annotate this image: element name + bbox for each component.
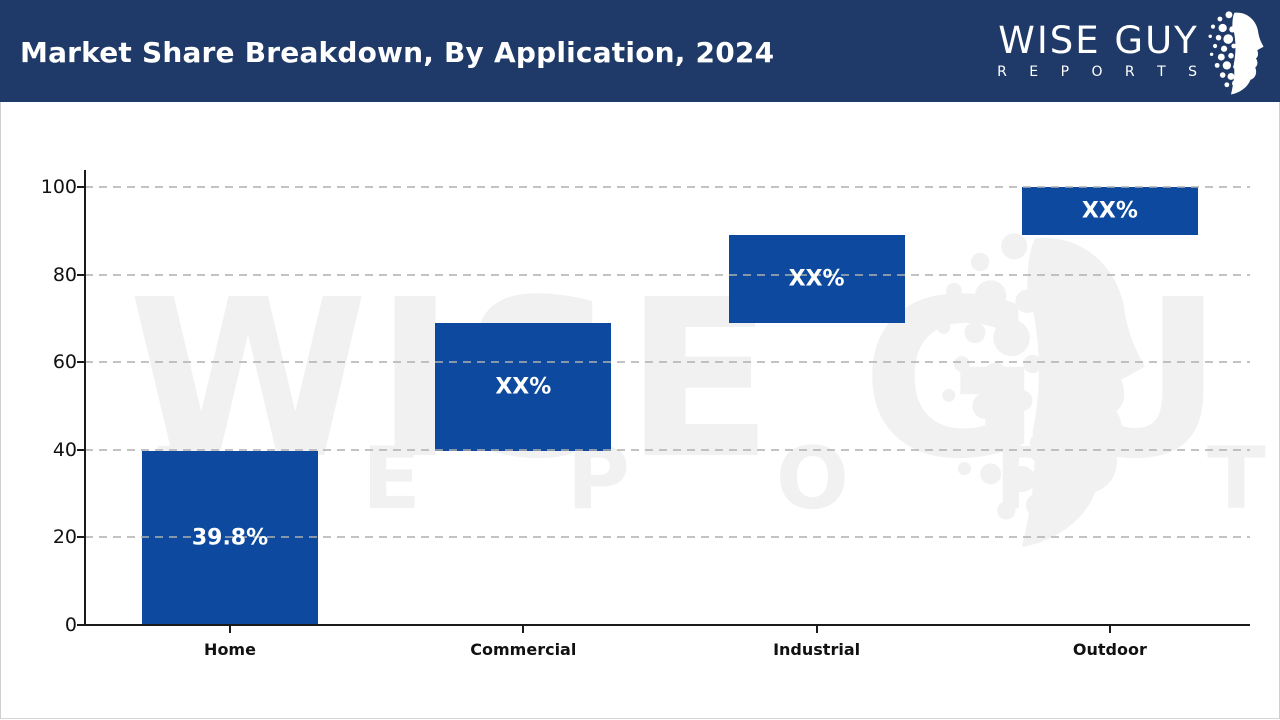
x-axis-category-label-commercial: Commercial <box>470 640 577 659</box>
gridline-40 <box>85 448 1250 451</box>
y-axis-tick-mark-60 <box>77 361 85 364</box>
x-axis-tick-mark-industrial <box>815 625 818 633</box>
y-axis-tick-label-80: 80 <box>52 263 77 286</box>
header-bar: Market Share Breakdown, By Application, … <box>0 0 1280 102</box>
y-axis-tick-mark-100 <box>77 186 85 188</box>
gridline-60 <box>85 361 1250 364</box>
gridline-80 <box>85 273 1250 276</box>
x-axis-category-label-industrial: Industrial <box>773 640 861 659</box>
x-axis-tick-mark-home <box>229 625 231 633</box>
y-axis-tick-mark-40 <box>77 448 85 451</box>
gridline-100 <box>85 186 1250 188</box>
bar-value-label-home: 39.8% <box>191 525 269 551</box>
wise-guy-reports-logo: WISE GUY R E P O R T S <box>991 4 1272 100</box>
bar-industrial <box>728 235 905 323</box>
page-title: Market Share Breakdown, By Application, … <box>20 36 775 69</box>
y-axis-tick-mark-80 <box>77 273 85 276</box>
gridline-20 <box>85 536 1250 539</box>
y-axis-line <box>84 170 86 626</box>
logo-head-icon <box>1208 11 1264 95</box>
x-axis-tick-mark-commercial <box>522 625 525 633</box>
y-axis-tick-label-100: 100 <box>40 176 77 198</box>
logo-subtitle: R E P O R T S <box>997 64 1206 80</box>
bar-outdoor <box>1021 187 1198 236</box>
y-axis-tick-mark-0 <box>77 624 85 626</box>
bar-value-label-commercial: XX% <box>495 374 552 400</box>
y-axis-tick-label-20: 20 <box>52 526 77 549</box>
y-axis-tick-label-60: 60 <box>52 351 77 374</box>
x-axis-tick-mark-outdoor <box>1108 625 1111 633</box>
x-axis-line <box>84 624 1250 626</box>
y-axis-tick-label-40: 40 <box>52 438 77 461</box>
y-axis-tick-mark-20 <box>77 536 85 539</box>
y-axis-tick-label-0: 0 <box>64 614 77 636</box>
bar-value-label-outdoor: XX% <box>1081 198 1138 224</box>
logo-wordmark: WISE GUY <box>998 19 1199 62</box>
bar-value-label-industrial: XX% <box>788 266 845 292</box>
logo-text: WISE GUY R E P O R T S <box>991 22 1206 79</box>
x-axis-category-label-home: Home <box>204 640 256 659</box>
x-axis-category-label-outdoor: Outdoor <box>1072 640 1147 659</box>
bar-commercial <box>435 322 612 451</box>
